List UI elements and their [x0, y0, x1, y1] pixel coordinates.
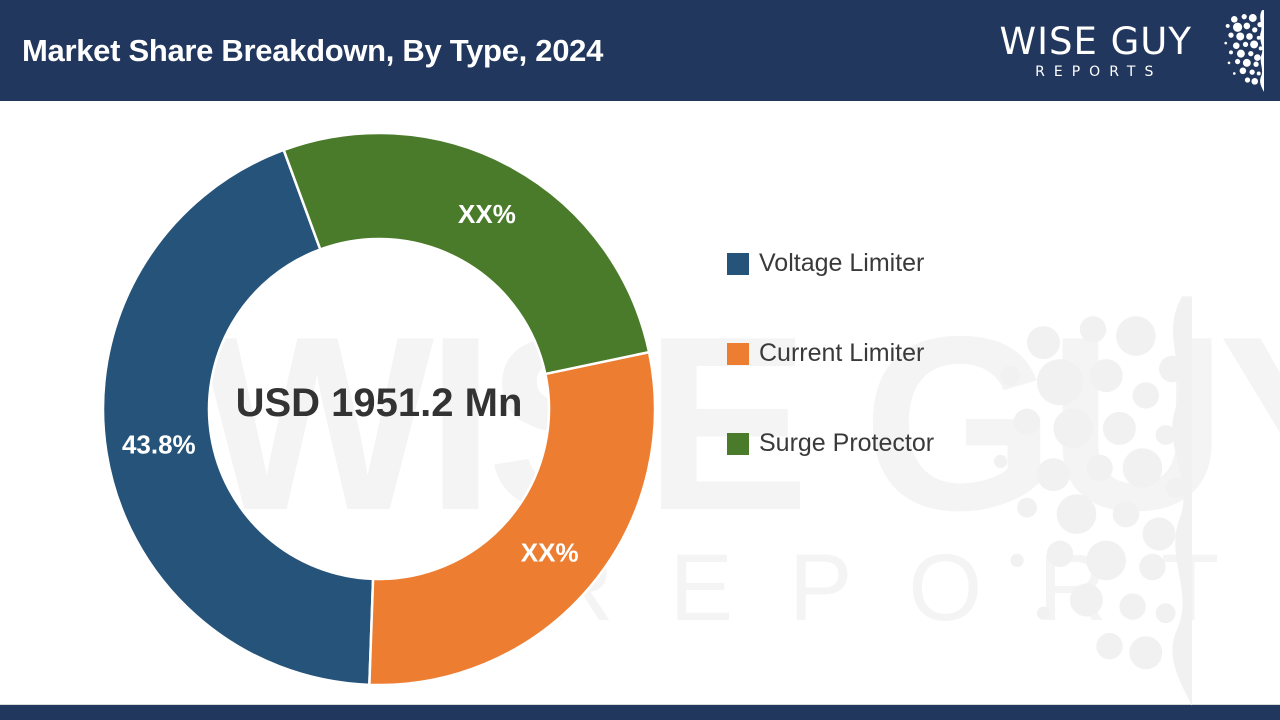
legend-swatch-icon	[727, 252, 749, 275]
slice-value-label: XX%	[458, 199, 516, 229]
legend-label: Voltage Limiter	[759, 249, 925, 277]
donut-slice-voltage-limiter	[101, 148, 375, 687]
donut-slice-current-limiter	[368, 350, 657, 687]
footer-bar	[0, 704, 1280, 720]
page-title: Market Share Breakdown, By Type, 2024	[22, 32, 604, 68]
legend-label: Surge Protector	[759, 429, 935, 457]
legend-item-surge-protector: Surge Protector	[727, 430, 934, 457]
logo-subtitle: REPORTS	[1035, 63, 1163, 80]
donut-center-value: USD 1951.2 Mn	[235, 381, 523, 425]
legend-swatch-icon	[727, 432, 749, 455]
header-bar: Market Share Breakdown, By Type, 2024 WI…	[0, 0, 1280, 101]
watermark-face-icon	[994, 296, 1192, 706]
wise-guy-logo: WISE GUY REPORTS	[1000, 9, 1280, 93]
slice-value-label: 43.8%	[122, 429, 196, 459]
logo-text: WISE GUY REPORTS	[1000, 23, 1192, 79]
logo-wordmark: WISE GUY	[999, 19, 1192, 63]
legend-label: Current Limiter	[759, 339, 925, 367]
chart-legend: Voltage Limiter Current Limiter Surge Pr…	[727, 250, 934, 520]
slice-value-label: XX%	[521, 537, 579, 567]
legend-item-voltage-limiter: Voltage Limiter	[727, 250, 934, 277]
legend-swatch-icon	[727, 342, 749, 365]
legend-item-current-limiter: Current Limiter	[727, 340, 934, 367]
donut-slice-surge-protector	[282, 131, 651, 376]
logo-face-icon	[1224, 9, 1264, 92]
